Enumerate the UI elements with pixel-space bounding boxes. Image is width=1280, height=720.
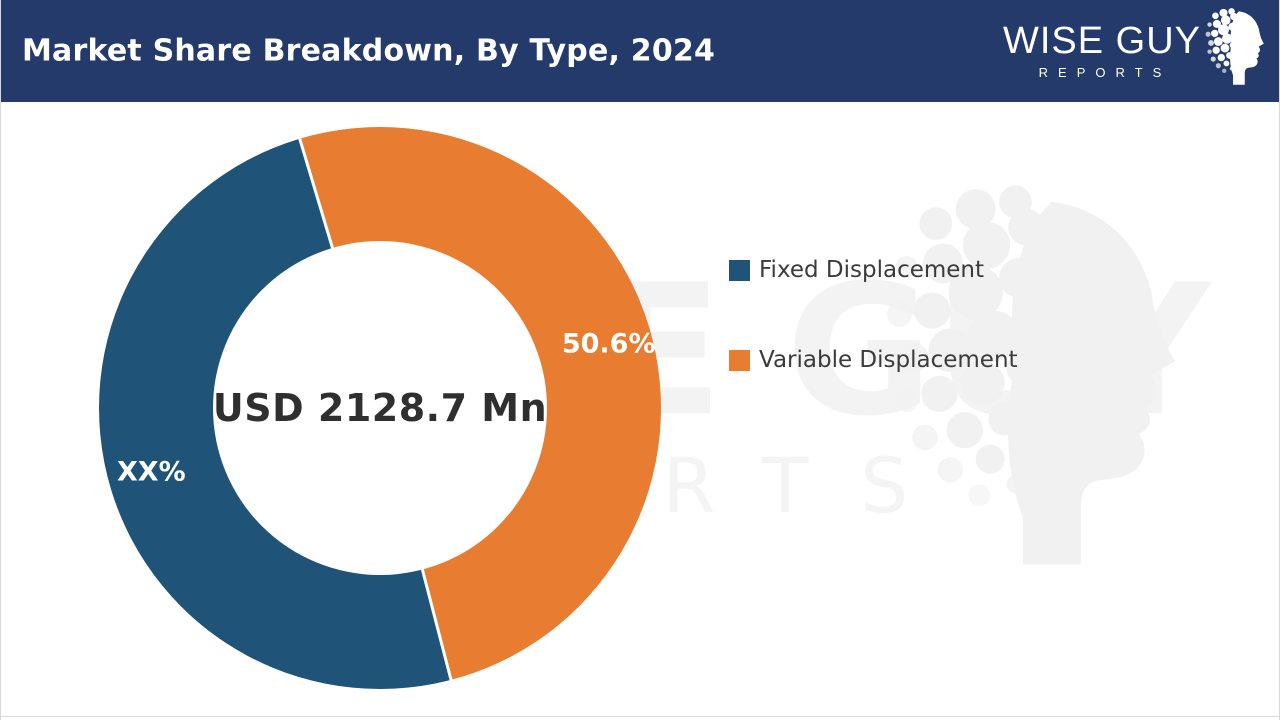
legend-label: Fixed Displacement [759,257,985,283]
donut-hole: USD 2128.7 Mn [213,241,547,575]
page-border-left [0,0,1,720]
donut-chart: USD 2128.7 Mn 50.6% XX% [99,127,661,689]
logo-head-icon [1205,8,1264,85]
header-bar: Market Share Breakdown, By Type, 2024 WI… [0,0,1280,102]
legend-item-variable-displacement: Variable Displacement [729,346,1018,374]
segment-value-label: XX% [116,456,186,488]
logo-wordmark: WISE GUY [1002,20,1201,62]
legend-swatch-orange [729,349,750,371]
page-border-bottom [0,716,1280,717]
legend: Fixed Displacement Variable Displacement [729,256,1018,436]
logo-text: WISE GUY REPORTS [1003,22,1201,80]
logo: WISE GUY REPORTS [1003,0,1264,102]
center-value-label: USD 2128.7 Mn [212,386,548,430]
legend-swatch-blue [729,259,750,281]
legend-item-fixed-displacement: Fixed Displacement [729,256,1018,284]
segment-value-label: 50.6% [561,328,656,360]
page-title: Market Share Breakdown, By Type, 2024 [22,33,716,69]
legend-label: Variable Displacement [759,347,1018,373]
logo-subtitle: REPORTS [1038,65,1172,80]
